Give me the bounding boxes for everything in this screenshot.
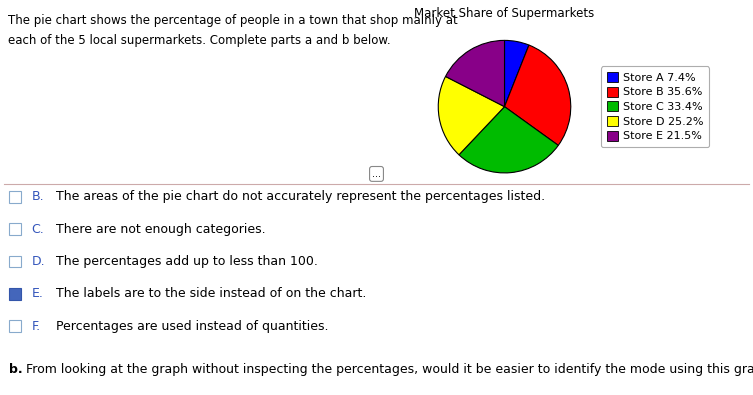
Legend: Store A 7.4%, Store B 35.6%, Store C 33.4%, Store D 25.2%, Store E 21.5%: Store A 7.4%, Store B 35.6%, Store C 33.… bbox=[601, 66, 709, 147]
Text: The percentages add up to less than 100.: The percentages add up to less than 100. bbox=[56, 255, 319, 268]
Text: F.: F. bbox=[32, 320, 41, 333]
Wedge shape bbox=[438, 77, 505, 155]
Text: D.: D. bbox=[32, 255, 45, 268]
Wedge shape bbox=[505, 45, 571, 145]
Text: The areas of the pie chart do not accurately represent the percentages listed.: The areas of the pie chart do not accura… bbox=[56, 190, 546, 203]
Wedge shape bbox=[459, 107, 558, 173]
Text: ...: ... bbox=[372, 169, 381, 179]
Text: B.: B. bbox=[32, 190, 44, 203]
Title: Market Share of Supermarkets: Market Share of Supermarkets bbox=[414, 7, 595, 20]
Text: C.: C. bbox=[32, 223, 44, 235]
Text: each of the 5 local supermarkets. Complete parts a and b below.: each of the 5 local supermarkets. Comple… bbox=[8, 34, 390, 47]
Text: There are not enough categories.: There are not enough categories. bbox=[56, 223, 266, 235]
Text: The labels are to the side instead of on the chart.: The labels are to the side instead of on… bbox=[56, 288, 367, 300]
Text: b.: b. bbox=[9, 363, 23, 376]
Text: E.: E. bbox=[32, 288, 44, 300]
Wedge shape bbox=[505, 40, 529, 107]
Text: The pie chart shows the percentage of people in a town that shop mainly at: The pie chart shows the percentage of pe… bbox=[8, 14, 457, 27]
Wedge shape bbox=[446, 40, 505, 107]
Text: Percentages are used instead of quantities.: Percentages are used instead of quantiti… bbox=[56, 320, 329, 333]
Text: From looking at the graph without inspecting the percentages, would it be easier: From looking at the graph without inspec… bbox=[26, 363, 753, 376]
